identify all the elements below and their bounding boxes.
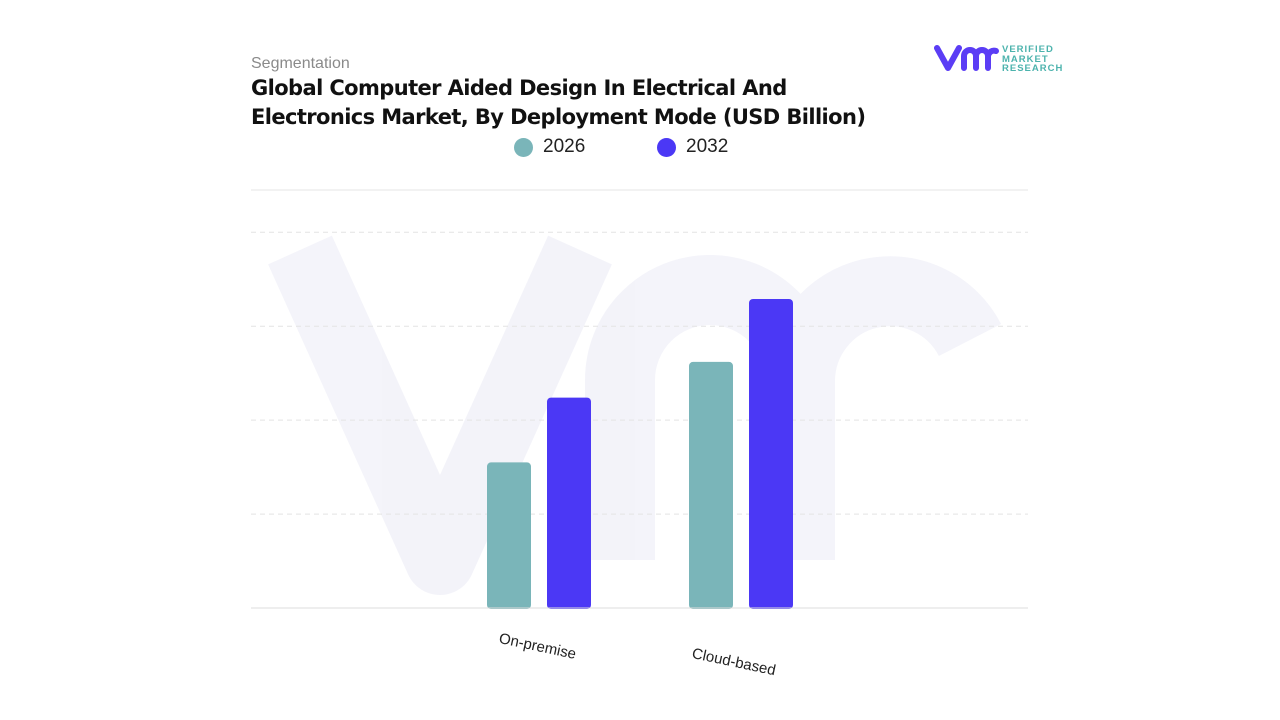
- legend-swatch: [657, 137, 676, 157]
- chart-title: Global Computer Aided Design In Electric…: [251, 76, 866, 129]
- logo-text: VERIFIED MARKET RESEARCH: [1002, 45, 1063, 74]
- legend-item-2032[interactable]: 2032: [657, 136, 728, 158]
- bar-cloud-based-2032[interactable]: [749, 298, 793, 609]
- watermark: [268, 235, 1002, 595]
- legend-item-2026[interactable]: 2026: [514, 136, 585, 158]
- logo-line: VERIFIED: [1002, 44, 1054, 55]
- legend-label: 2026: [543, 136, 586, 157]
- segment-label: Segmentation: [251, 55, 350, 72]
- logo-line: RESEARCH: [1002, 63, 1064, 74]
- vmr-logo: [934, 44, 1000, 77]
- bar-on-premise-2032[interactable]: [547, 397, 591, 609]
- bar-cloud-based-2026[interactable]: [689, 361, 733, 609]
- logo-line: MARKET: [1002, 53, 1049, 65]
- legend-swatch: [514, 137, 533, 157]
- bar-on-premise-2026[interactable]: [487, 462, 531, 609]
- legend: 2026 2032: [0, 136, 1280, 160]
- legend-label: 2032: [686, 136, 729, 157]
